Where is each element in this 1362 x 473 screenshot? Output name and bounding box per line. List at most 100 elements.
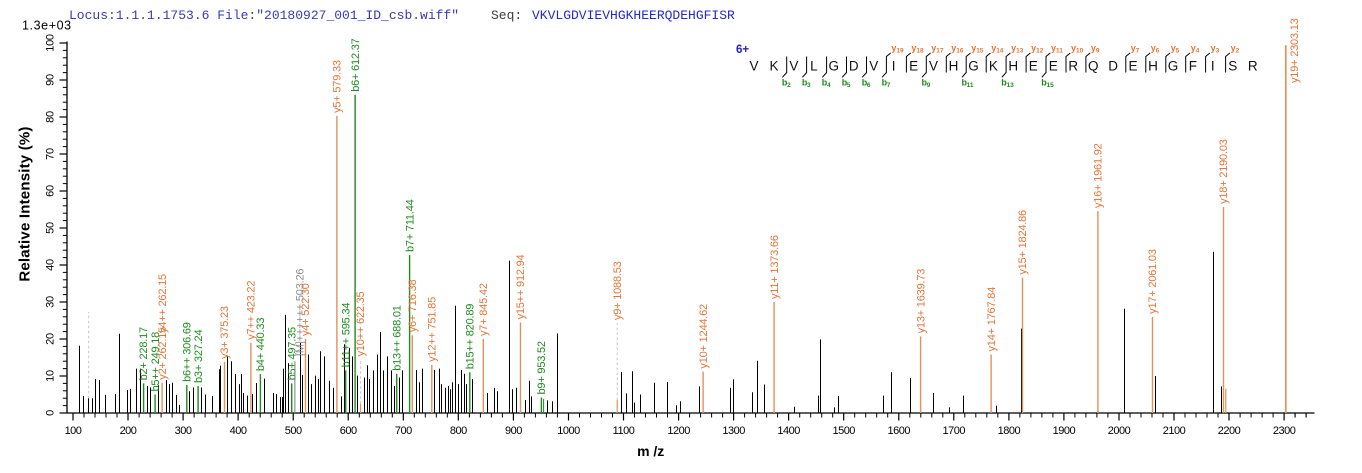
svg-text:1.3e+03: 1.3e+03 [22,19,72,33]
svg-text:y: y [1171,43,1176,53]
svg-text:y: y [1231,43,1236,53]
svg-text:K: K [989,59,998,74]
svg-text:y: y [971,43,976,53]
svg-text:b: b [862,78,868,88]
svg-text:b: b [842,78,848,88]
svg-text:19: 19 [896,48,904,55]
svg-text:y9+ 1088.53: y9+ 1088.53 [612,261,624,320]
svg-text:400: 400 [230,425,247,437]
svg-text:G: G [1168,59,1179,74]
svg-text:H: H [949,59,959,74]
svg-text:b6+ 612.37: b6+ 612.37 [350,38,362,91]
svg-text:12: 12 [1036,48,1044,55]
svg-text:500: 500 [285,425,302,437]
svg-text:y6+ 716.38: y6+ 716.38 [407,279,419,332]
svg-text:2: 2 [1236,48,1240,55]
svg-text:13: 13 [1016,48,1024,55]
svg-text:H: H [1008,59,1018,74]
svg-text:E: E [1128,59,1137,74]
svg-text:b4+ 440.33: b4+ 440.33 [255,318,267,371]
svg-text:200: 200 [120,425,137,437]
svg-text:5: 5 [1176,48,1180,55]
svg-text:y15++ 912.94: y15++ 912.94 [515,254,527,319]
svg-text:G: G [829,59,840,74]
svg-text:900: 900 [505,425,522,437]
svg-text:b: b [822,78,828,88]
svg-text:14: 14 [996,48,1004,55]
svg-text:2: 2 [787,82,791,89]
svg-text:y13+ 1639.73: y13+ 1639.73 [915,269,927,334]
svg-text:[M]++++++ 503.26: [M]++++++ 503.26 [294,269,306,356]
svg-text:50: 50 [45,222,57,234]
svg-text:1800: 1800 [998,425,1021,437]
svg-text:1300: 1300 [722,425,745,437]
svg-text:y4++ 262.15: y4++ 262.15 [157,274,169,333]
svg-text:6: 6 [867,82,871,89]
svg-text:80: 80 [45,111,57,123]
svg-text:b11++ 595.34: b11++ 595.34 [340,303,352,368]
svg-text:7: 7 [1136,48,1140,55]
svg-text:y: y [1211,43,1216,53]
svg-text:9: 9 [927,82,931,89]
svg-text:0: 0 [45,410,57,416]
svg-text:E: E [1049,59,1058,74]
svg-text:70: 70 [45,148,57,160]
svg-text:1500: 1500 [832,425,855,437]
svg-text:D: D [1108,59,1118,74]
svg-text:b: b [1041,78,1047,88]
svg-text:2200: 2200 [1218,425,1241,437]
svg-text:1900: 1900 [1053,425,1076,437]
svg-text:40: 40 [45,259,57,271]
svg-text:y18+ 2190.03: y18+ 2190.03 [1218,139,1230,204]
svg-text:y: y [1011,43,1016,53]
svg-text:b: b [782,78,788,88]
svg-text:K: K [769,59,778,74]
svg-text:y: y [1151,43,1156,53]
svg-text:b15++ 820.89: b15++ 820.89 [465,304,477,370]
svg-text:y: y [1051,43,1056,53]
svg-text:10: 10 [45,370,57,382]
svg-text:R: R [1248,59,1258,74]
svg-text:S: S [1228,59,1237,74]
svg-text:m /z: m /z [637,443,664,459]
svg-text:60: 60 [45,185,57,197]
svg-text:5: 5 [847,82,851,89]
svg-text:1600: 1600 [888,425,911,437]
svg-text:y: y [891,43,896,53]
svg-text:b: b [882,78,888,88]
svg-text:y11+ 1373.66: y11+ 1373.66 [769,235,781,299]
svg-text:y: y [1071,43,1076,53]
svg-text:V: V [789,59,798,74]
svg-text:b: b [802,78,808,88]
svg-text:16: 16 [956,48,964,55]
svg-text:y15+ 1824.86: y15+ 1824.86 [1017,210,1029,275]
svg-text:1100: 1100 [613,425,635,437]
svg-text:11: 11 [967,82,974,89]
svg-text:10: 10 [1076,48,1084,55]
svg-text:y: y [1091,43,1096,53]
svg-text:9: 9 [1096,48,1100,55]
svg-text:E: E [909,59,918,74]
svg-text:Relative Intensity (%): Relative Intensity (%) [17,126,34,281]
svg-text:300: 300 [175,425,192,437]
svg-text:2000: 2000 [1108,425,1131,437]
svg-text:b3+ 327.24: b3+ 327.24 [193,330,205,383]
svg-text:3: 3 [807,82,811,89]
svg-text:1200: 1200 [667,425,690,437]
svg-text:y3+ 375.23: y3+ 375.23 [219,306,231,359]
svg-text:Q: Q [1088,59,1099,74]
svg-text:6+: 6+ [736,44,749,56]
svg-text:1000: 1000 [557,425,580,437]
svg-text:b: b [1001,78,1007,88]
svg-text:E: E [1029,59,1038,74]
svg-text:V: V [869,59,878,74]
svg-text:17: 17 [936,48,944,55]
svg-text:15: 15 [976,48,984,55]
svg-text:3: 3 [1216,48,1220,55]
svg-text:b9+ 953.52: b9+ 953.52 [536,341,548,394]
svg-text:y: y [911,43,916,53]
svg-text:y10+ 1244.62: y10+ 1244.62 [698,304,710,369]
svg-text:y4+ 522.30: y4+ 522.30 [300,283,312,336]
svg-text:18: 18 [916,48,924,55]
svg-text:1700: 1700 [943,425,966,437]
